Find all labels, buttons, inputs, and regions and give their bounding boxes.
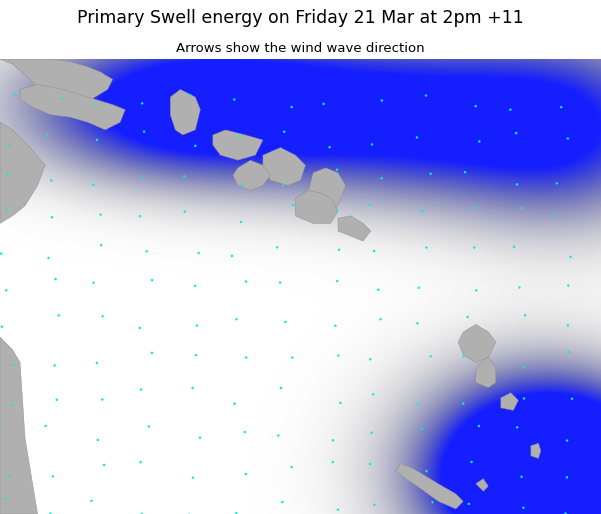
Polygon shape [0, 337, 37, 514]
Polygon shape [213, 130, 263, 160]
Polygon shape [338, 216, 371, 241]
Polygon shape [296, 191, 338, 224]
Polygon shape [170, 89, 200, 135]
Text: Primary Swell energy on Friday 21 Mar at 2pm +11: Primary Swell energy on Friday 21 Mar at… [77, 9, 524, 27]
Polygon shape [0, 122, 45, 224]
Polygon shape [20, 84, 125, 130]
Polygon shape [233, 160, 270, 191]
Text: Arrows show the wind wave direction: Arrows show the wind wave direction [176, 42, 425, 55]
Polygon shape [501, 393, 518, 410]
Polygon shape [476, 357, 496, 388]
Polygon shape [308, 168, 346, 216]
Polygon shape [263, 148, 305, 186]
Polygon shape [531, 443, 541, 458]
Polygon shape [0, 59, 113, 115]
Polygon shape [476, 479, 488, 491]
Polygon shape [459, 324, 496, 362]
Polygon shape [395, 464, 463, 509]
